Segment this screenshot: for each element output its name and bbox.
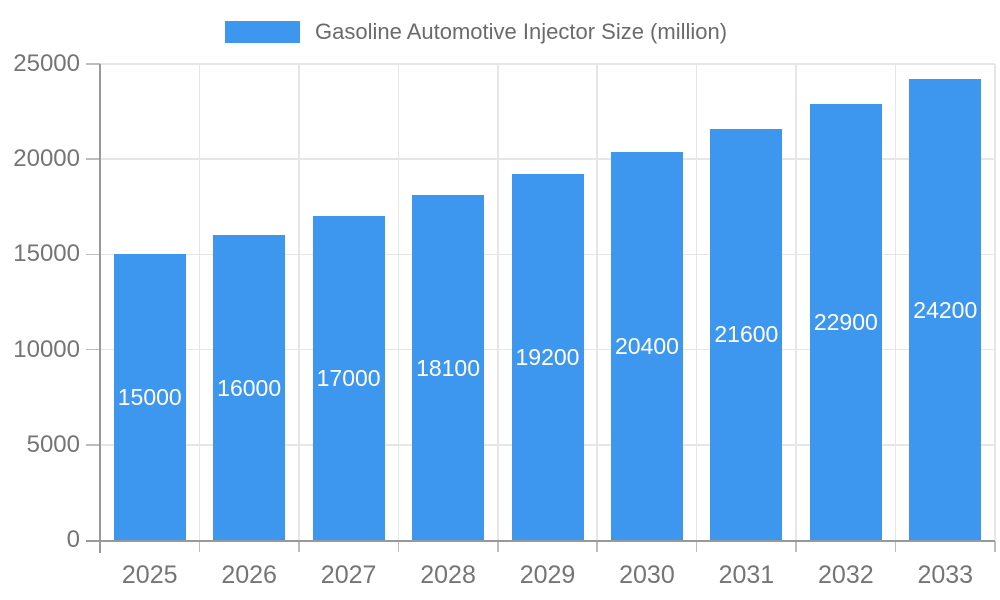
- bar-2030[interactable]: [610, 151, 683, 540]
- gridline-vertical: [497, 64, 499, 540]
- legend-label: Gasoline Automotive Injector Size (milli…: [315, 19, 728, 44]
- x-axis-label: 2033: [917, 561, 974, 589]
- x-axis-tick: [994, 541, 996, 552]
- x-axis-tick: [198, 541, 201, 552]
- x-axis-tick: [894, 541, 897, 552]
- x-axis-label: 2025: [121, 561, 178, 589]
- bar-2026[interactable]: [213, 235, 286, 540]
- y-axis-label: 15000: [13, 240, 80, 268]
- x-axis-line: [86, 540, 995, 542]
- y-axis-line: [98, 64, 101, 553]
- bar-2028[interactable]: [412, 195, 485, 540]
- bar-value-label: 15000: [117, 384, 182, 411]
- y-axis-label: 5000: [26, 430, 80, 458]
- gridline-horizontal: [100, 63, 995, 65]
- y-axis-tick: [86, 63, 100, 65]
- x-axis-label: 2027: [320, 561, 377, 589]
- gridline-horizontal: [100, 158, 995, 160]
- x-axis-label: 2032: [818, 561, 874, 589]
- x-axis-label: 2031: [718, 561, 775, 589]
- bar-value-label: 19200: [515, 344, 580, 371]
- bar-2029[interactable]: [511, 174, 584, 540]
- gridline-vertical: [397, 64, 400, 540]
- y-axis-label: 20000: [13, 145, 80, 173]
- gridline-vertical: [298, 64, 300, 540]
- bar-2032[interactable]: [809, 103, 882, 540]
- bar-value-label: 16000: [217, 374, 282, 401]
- gridline-vertical: [198, 64, 201, 540]
- legend[interactable]: Gasoline Automotive Injector Size (milli…: [225, 19, 727, 45]
- bar-2025[interactable]: [113, 254, 186, 540]
- y-axis-tick: [86, 158, 100, 160]
- y-axis-label: 10000: [13, 335, 80, 363]
- bar-value-label: 22900: [813, 308, 878, 335]
- x-axis-tick: [298, 541, 300, 552]
- x-axis-tick: [497, 541, 499, 552]
- bar-value-label: 21600: [714, 321, 779, 348]
- bar-value-label: 17000: [316, 365, 381, 392]
- x-axis-label: 2030: [619, 561, 675, 589]
- gridline-vertical: [994, 64, 996, 540]
- x-axis-tick: [795, 541, 797, 552]
- legend-swatch: [225, 21, 300, 43]
- gridline-vertical: [894, 64, 897, 540]
- y-axis-label: 0: [66, 526, 80, 553]
- x-axis-label: 2026: [221, 561, 277, 589]
- y-axis-label: 25000: [13, 50, 80, 77]
- y-axis-tick: [86, 253, 100, 256]
- x-axis-label: 2028: [420, 561, 476, 589]
- bar-2031[interactable]: [710, 128, 783, 540]
- bar-value-label: 18100: [416, 354, 481, 381]
- bar-value-label: 24200: [913, 296, 978, 323]
- x-axis-label: 2029: [519, 561, 576, 589]
- x-axis-tick: [695, 541, 698, 552]
- bar-2027[interactable]: [312, 216, 385, 540]
- gridline-vertical: [695, 64, 698, 540]
- x-axis-tick: [596, 541, 598, 552]
- gridline-vertical: [795, 64, 797, 540]
- gridline-vertical: [596, 64, 598, 540]
- bar-2033[interactable]: [909, 79, 982, 540]
- y-axis-tick: [86, 348, 100, 351]
- bar-value-label: 20400: [614, 332, 679, 359]
- x-axis-tick: [397, 541, 400, 552]
- y-axis-tick: [86, 444, 100, 446]
